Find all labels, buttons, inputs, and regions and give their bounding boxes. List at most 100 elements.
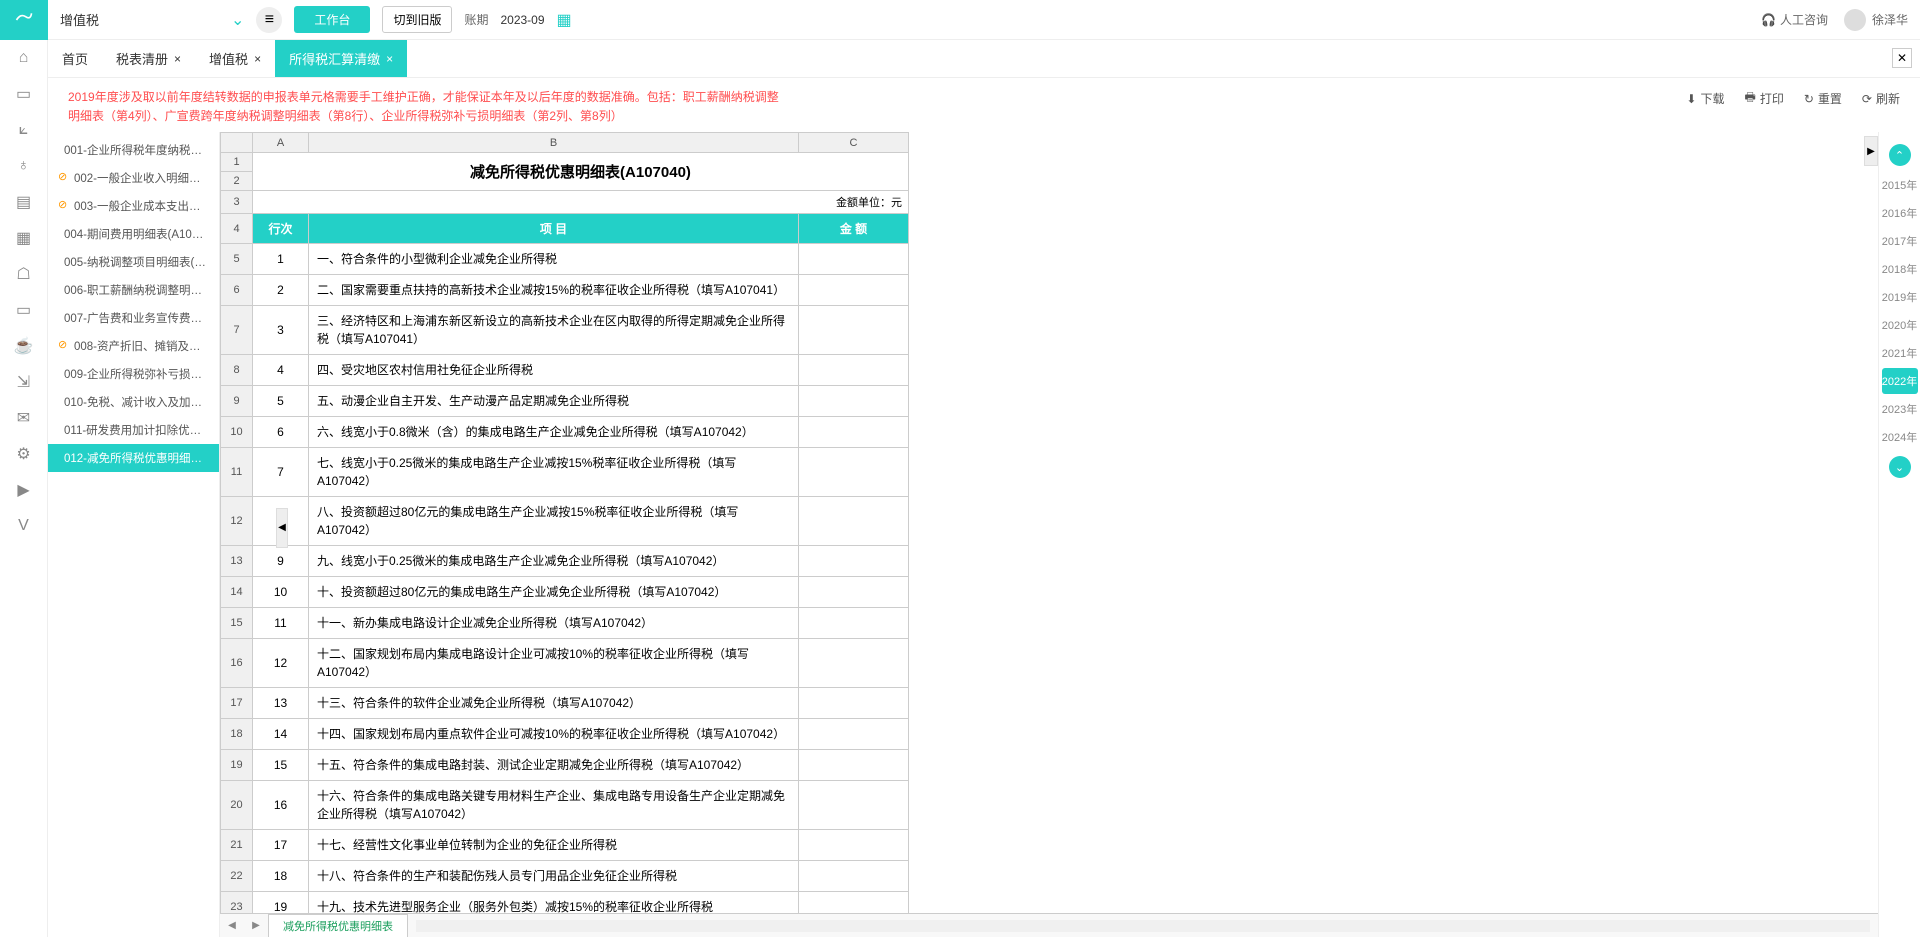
seq-cell[interactable]: 3 bbox=[253, 306, 309, 355]
row-header[interactable]: 22 bbox=[221, 861, 253, 892]
seq-cell[interactable]: 2 bbox=[253, 275, 309, 306]
doc-circle-button[interactable]: ≡ bbox=[256, 7, 282, 33]
seq-cell[interactable]: 6 bbox=[253, 417, 309, 448]
seq-cell[interactable]: 1 bbox=[253, 244, 309, 275]
amount-cell[interactable] bbox=[799, 546, 909, 577]
collapse-forms-handle[interactable]: ◀ bbox=[276, 508, 288, 548]
row-header[interactable]: 12 bbox=[221, 497, 253, 546]
year-down-icon[interactable]: ⌄ bbox=[1889, 456, 1911, 478]
row-header[interactable]: 11 bbox=[221, 448, 253, 497]
download-button[interactable]: ⬇ 下载 bbox=[1686, 88, 1724, 109]
switch-old-button[interactable]: 切到旧版 bbox=[382, 6, 452, 33]
year-button[interactable]: 2022年 bbox=[1882, 368, 1918, 394]
seq-cell[interactable]: 15 bbox=[253, 750, 309, 781]
year-button[interactable]: 2020年 bbox=[1882, 312, 1918, 338]
form-list-item[interactable]: 011-研发费用加计扣除优惠... bbox=[48, 416, 219, 444]
year-button[interactable]: 2015年 bbox=[1882, 172, 1918, 198]
sheet-scroll[interactable]: A B C 1减免所得税优惠明细表(A107040) 2 3金额单位：元 4 行… bbox=[220, 132, 1878, 913]
nav-chart-icon[interactable]: ⟀ bbox=[0, 112, 48, 148]
tax-dropdown-chevron-icon[interactable]: ⌄ bbox=[231, 10, 244, 30]
item-cell[interactable]: 十五、符合条件的集成电路封装、测试企业定期减免企业所得税（填写A107042） bbox=[309, 750, 799, 781]
year-button[interactable]: 2021年 bbox=[1882, 340, 1918, 366]
tab-close-icon[interactable]: × bbox=[386, 52, 393, 66]
amount-cell[interactable] bbox=[799, 861, 909, 892]
amount-cell[interactable] bbox=[799, 830, 909, 861]
nav-calc-icon[interactable]: ▦ bbox=[0, 220, 48, 256]
seq-cell[interactable]: 18 bbox=[253, 861, 309, 892]
seq-cell[interactable]: 11 bbox=[253, 608, 309, 639]
nav-card-icon[interactable]: ▭ bbox=[0, 292, 48, 328]
item-cell[interactable]: 三、经济特区和上海浦东新区新设立的高新技术企业在区内取得的所得定期减免企业所得税… bbox=[309, 306, 799, 355]
nav-mail-icon[interactable]: ✉ bbox=[0, 400, 48, 436]
form-list-item[interactable]: 002-一般企业收入明细表(A... bbox=[48, 164, 219, 192]
nav-money-icon[interactable]: ♁ bbox=[0, 148, 48, 184]
seq-cell[interactable]: 7 bbox=[253, 448, 309, 497]
item-cell[interactable]: 四、受灾地区农村信用社免征企业所得税 bbox=[309, 355, 799, 386]
col-header-C[interactable]: C bbox=[799, 133, 909, 153]
amount-cell[interactable] bbox=[799, 719, 909, 750]
tab-close-icon[interactable]: × bbox=[174, 52, 181, 66]
seq-cell[interactable]: 16 bbox=[253, 781, 309, 830]
sheet-nav-next-icon[interactable]: ▶ bbox=[244, 920, 268, 931]
refresh-button[interactable]: ⟳ 刷新 bbox=[1862, 88, 1900, 109]
seq-cell[interactable]: 14 bbox=[253, 719, 309, 750]
row-header[interactable]: 21 bbox=[221, 830, 253, 861]
row-header[interactable]: 4 bbox=[221, 214, 253, 244]
form-list-item[interactable]: 007-广告费和业务宣传费跨... bbox=[48, 304, 219, 332]
col-header-A[interactable]: A bbox=[253, 133, 309, 153]
tab-close-icon[interactable]: × bbox=[254, 52, 261, 66]
seq-cell[interactable]: 5 bbox=[253, 386, 309, 417]
calendar-icon[interactable]: ▦ bbox=[557, 10, 572, 30]
row-header[interactable]: 14 bbox=[221, 577, 253, 608]
tab-税表清册[interactable]: 税表清册× bbox=[102, 40, 195, 77]
amount-cell[interactable] bbox=[799, 497, 909, 546]
amount-cell[interactable] bbox=[799, 355, 909, 386]
user-info[interactable]: 徐泽华 bbox=[1844, 9, 1908, 31]
nav-home-icon[interactable]: ⌂ bbox=[0, 40, 48, 76]
item-cell[interactable]: 六、线宽小于0.8微米（含）的集成电路生产企业减免企业所得税（填写A107042… bbox=[309, 417, 799, 448]
row-header[interactable]: 5 bbox=[221, 244, 253, 275]
item-cell[interactable]: 五、动漫企业自主开发、生产动漫产品定期减免企业所得税 bbox=[309, 386, 799, 417]
item-cell[interactable]: 八、投资额超过80亿元的集成电路生产企业减按15%税率征收企业所得税（填写A10… bbox=[309, 497, 799, 546]
row-header[interactable]: 19 bbox=[221, 750, 253, 781]
amount-cell[interactable] bbox=[799, 306, 909, 355]
row-header[interactable]: 17 bbox=[221, 688, 253, 719]
amount-cell[interactable] bbox=[799, 417, 909, 448]
form-list-item[interactable]: 006-职工薪酬纳税调整明细... bbox=[48, 276, 219, 304]
sheet-tab[interactable]: 减免所得税优惠明细表 bbox=[268, 914, 408, 937]
item-cell[interactable]: 十三、符合条件的软件企业减免企业所得税（填写A107042） bbox=[309, 688, 799, 719]
amount-cell[interactable] bbox=[799, 892, 909, 914]
form-list-item[interactable]: 003-一般企业成本支出明细... bbox=[48, 192, 219, 220]
seq-cell[interactable]: 19 bbox=[253, 892, 309, 914]
sheet-corner[interactable] bbox=[221, 133, 253, 153]
row-header[interactable]: 3 bbox=[221, 191, 253, 214]
row-header[interactable]: 6 bbox=[221, 275, 253, 306]
amount-cell[interactable] bbox=[799, 639, 909, 688]
amount-cell[interactable] bbox=[799, 244, 909, 275]
expand-right-handle[interactable]: ▶ bbox=[1864, 136, 1878, 166]
amount-cell[interactable] bbox=[799, 608, 909, 639]
close-all-tabs-button[interactable]: ✕ bbox=[1892, 48, 1912, 68]
nav-v-icon[interactable]: V bbox=[0, 508, 48, 544]
tab-所得税汇算清缴[interactable]: 所得税汇算清缴× bbox=[275, 40, 407, 77]
seq-cell[interactable]: 17 bbox=[253, 830, 309, 861]
nav-doc-icon[interactable]: ▭ bbox=[0, 76, 48, 112]
item-cell[interactable]: 九、线宽小于0.25微米的集成电路生产企业减免企业所得税（填写A107042） bbox=[309, 546, 799, 577]
item-cell[interactable]: 十二、国家规划布局内集成电路设计企业可减按10%的税率征收企业所得税（填写A10… bbox=[309, 639, 799, 688]
row-header[interactable]: 8 bbox=[221, 355, 253, 386]
item-cell[interactable]: 十四、国家规划布局内重点软件企业可减按10%的税率征收企业所得税（填写A1070… bbox=[309, 719, 799, 750]
horizontal-scrollbar[interactable] bbox=[416, 920, 1870, 932]
amount-cell[interactable] bbox=[799, 386, 909, 417]
row-header[interactable]: 18 bbox=[221, 719, 253, 750]
reset-button[interactable]: ↻ 重置 bbox=[1804, 88, 1842, 109]
consult-link[interactable]: 🎧 人工咨询 bbox=[1761, 11, 1828, 28]
tab-增值税[interactable]: 增值税× bbox=[195, 40, 275, 77]
nav-export-icon[interactable]: ⇲ bbox=[0, 364, 48, 400]
item-cell[interactable]: 一、符合条件的小型微利企业减免企业所得税 bbox=[309, 244, 799, 275]
item-cell[interactable]: 十一、新办集成电路设计企业减免企业所得税（填写A107042） bbox=[309, 608, 799, 639]
year-button[interactable]: 2023年 bbox=[1882, 396, 1918, 422]
nav-bowl-icon[interactable]: ☕ bbox=[0, 328, 48, 364]
form-list-item[interactable]: 004-期间费用明细表(A1040... bbox=[48, 220, 219, 248]
workbench-button[interactable]: 工作台 bbox=[294, 6, 370, 33]
nav-video-icon[interactable]: ▶ bbox=[0, 472, 48, 508]
